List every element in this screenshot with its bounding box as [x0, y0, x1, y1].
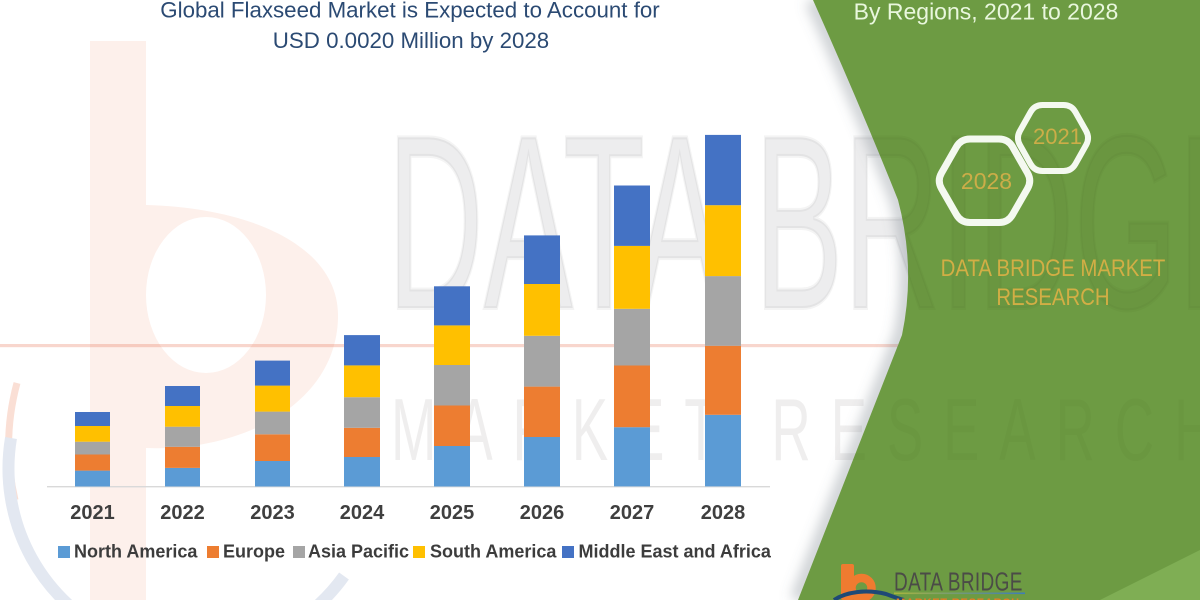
svg-text:North America: North America: [74, 542, 198, 562]
svg-text:2021: 2021: [70, 502, 115, 524]
svg-text:USD 0.0020 Million by 2028: USD 0.0020 Million by 2028: [273, 28, 549, 53]
svg-text:2028: 2028: [701, 502, 746, 524]
svg-text:DATA BRIDGE: DATA BRIDGE: [894, 567, 1023, 597]
svg-text:Middle East and Africa: Middle East and Africa: [579, 542, 772, 562]
svg-text:Europe: Europe: [223, 542, 285, 562]
svg-text:2028: 2028: [961, 168, 1012, 194]
svg-text:Asia Pacific: Asia Pacific: [308, 542, 409, 562]
svg-text:2027: 2027: [610, 502, 655, 524]
svg-text:2026: 2026: [520, 502, 565, 524]
svg-text:MARKET RESEARCH: MARKET RESEARCH: [896, 597, 1020, 600]
svg-text:2021: 2021: [1033, 124, 1082, 149]
svg-text:DATA BRIDGE MARKET: DATA BRIDGE MARKET: [941, 254, 1166, 281]
svg-text:By Regions, 2021 to 2028: By Regions, 2021 to 2028: [854, 0, 1119, 25]
svg-text:2024: 2024: [340, 502, 385, 524]
svg-text:RESEARCH: RESEARCH: [996, 283, 1109, 310]
svg-text:2023: 2023: [250, 502, 295, 524]
svg-text:2025: 2025: [430, 502, 475, 524]
svg-text:2022: 2022: [160, 502, 205, 524]
svg-text:Global Flaxseed Market is Expe: Global Flaxseed Market is Expected to Ac…: [160, 0, 660, 22]
svg-text:South America: South America: [430, 542, 557, 562]
